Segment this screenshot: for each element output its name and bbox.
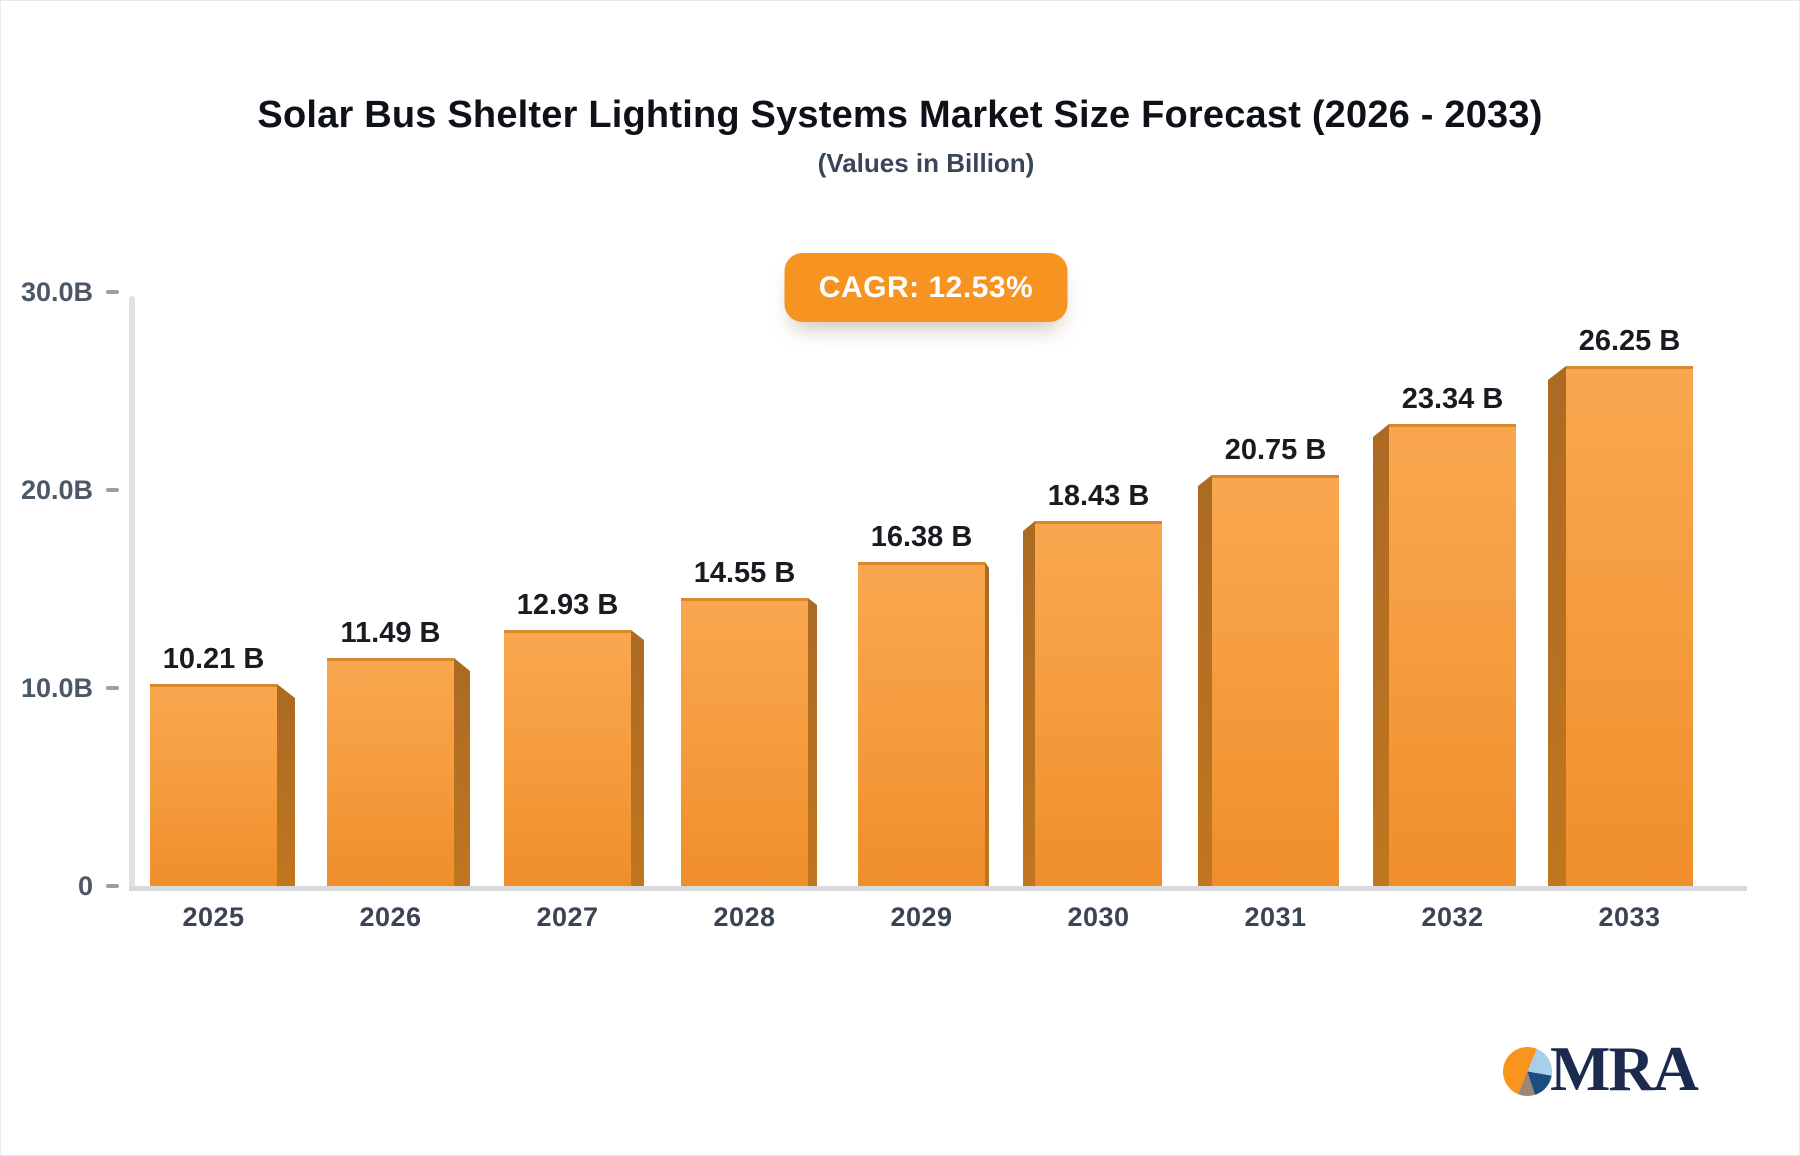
bar-value-label: 12.93 B [516,589,619,621]
bar-value-label: 20.75 B [1224,434,1327,466]
bar-value-label: 18.43 B [1047,480,1150,512]
y-axis-label: 10.0B [20,673,93,703]
y-axis-label: 0 [77,871,93,901]
x-axis-label-2033: 2033 [1598,902,1661,932]
bar-front-face [504,630,631,886]
x-axis-label-2025: 2025 [182,902,245,932]
bar-front-face [681,598,808,886]
bar-front-face [1035,521,1162,886]
bar-2026 [327,658,470,886]
pie-chart-logo-icon [1503,1046,1552,1096]
x-axis-label-2027: 2027 [536,902,599,932]
bar-2027 [504,630,644,886]
x-axis-label-2032: 2032 [1421,902,1484,932]
bar-2031 [1198,475,1339,886]
bar-2033 [1548,366,1693,886]
bar-front-face [1212,475,1339,886]
mra-logo: MRA [1503,1033,1699,1104]
x-axis-label-2030: 2030 [1067,902,1130,932]
y-axis-tick [106,884,119,888]
bar-side-face [985,562,989,886]
chart-title: Solar Bus Shelter Lighting Systems Marke… [257,94,1543,136]
x-axis-label-2026: 2026 [359,902,422,932]
bar-side-face [1373,424,1389,886]
bar-side-face [808,598,817,886]
x-axis-baseline [129,886,1747,891]
bar-front-face [327,658,454,886]
y-axis-line [129,296,135,886]
bar-front-face [150,684,277,886]
bar-side-face [277,684,295,886]
bar-value-label: 26.25 B [1578,325,1681,357]
bar-2028 [681,598,817,886]
bar-2032 [1373,424,1516,886]
x-axis-label-2028: 2028 [713,902,776,932]
bar-front-face [1566,366,1693,886]
bar-2030 [1023,521,1162,886]
x-axis-label-2029: 2029 [890,902,953,932]
bar-side-face [454,658,470,886]
bar-side-face [631,630,644,886]
y-axis-tick [106,686,119,690]
y-axis-tick [106,290,119,294]
bar-value-label: 16.38 B [870,521,973,553]
y-axis-label: 20.0B [20,475,93,505]
chart-subtitle: (Values in Billion) [817,148,1035,178]
y-axis-tick [106,488,119,492]
x-axis-label-2031: 2031 [1244,902,1307,932]
cagr-badge: CAGR: 12.53% [784,253,1068,322]
bar-side-face [1023,521,1035,886]
bar-value-label: 23.34 B [1401,383,1504,415]
cagr-badge-label: CAGR: 12.53% [818,270,1034,304]
bar-front-face [1389,424,1516,886]
bar-2025 [150,684,295,886]
bar-value-label: 11.49 B [340,617,441,649]
bar-front-face [858,562,985,886]
logo-text: MRA [1550,1033,1699,1104]
bar-value-label: 10.21 B [162,643,265,675]
bar-side-face [1548,366,1566,886]
bar-side-face [1198,475,1212,886]
bar-value-label: 14.55 B [693,557,796,589]
y-axis-label: 30.0B [20,277,93,307]
bar-2029 [858,562,989,886]
